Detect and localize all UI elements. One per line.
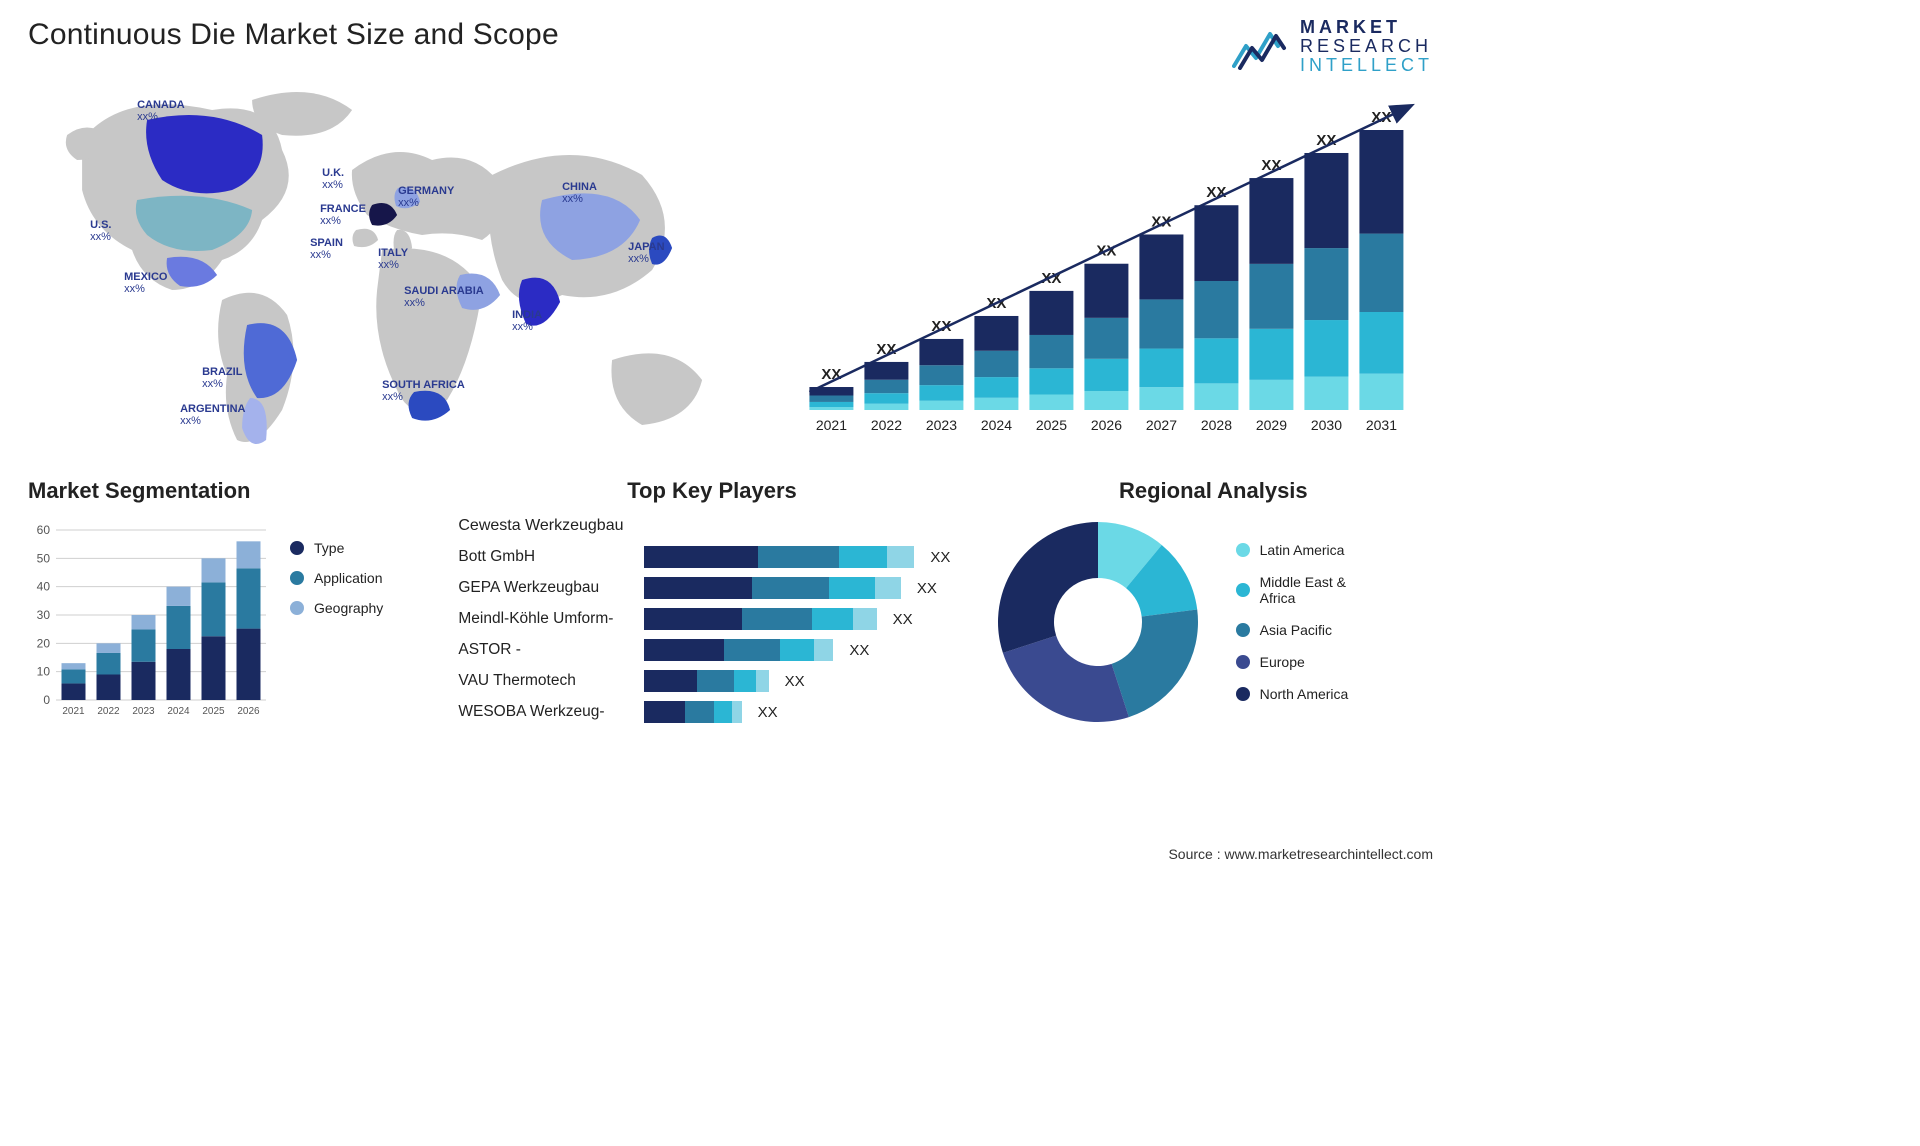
regional-title: Regional Analysis <box>988 478 1439 504</box>
svg-text:xx%: xx% <box>310 249 331 261</box>
page-title: Continuous Die Market Size and Scope <box>28 18 1439 52</box>
regional-donut-chart <box>988 512 1208 732</box>
svg-text:2026: 2026 <box>237 706 260 717</box>
svg-text:SOUTH AFRICA: SOUTH AFRICA <box>382 379 465 391</box>
svg-text:SPAIN: SPAIN <box>310 237 343 249</box>
svg-text:2026: 2026 <box>1091 417 1122 433</box>
svg-text:2022: 2022 <box>97 706 120 717</box>
svg-text:20: 20 <box>37 636 51 650</box>
svg-text:xx%: xx% <box>378 259 399 271</box>
svg-text:2024: 2024 <box>981 417 1012 433</box>
players-list: Cewesta Werkzeugbau Bott GmbHXX GEPA Werkz… <box>458 512 965 726</box>
svg-text:U.K.: U.K. <box>322 167 344 179</box>
players-header: Cewesta Werkzeugbau <box>458 512 965 540</box>
player-row: VAU ThermotechXX <box>458 667 965 695</box>
logo-text-1: MARKET <box>1300 18 1433 37</box>
player-row: WESOBA Werkzeug-XX <box>458 698 965 726</box>
legend-item: Application <box>290 570 383 586</box>
svg-text:xx%: xx% <box>202 378 223 390</box>
svg-text:FRANCE: FRANCE <box>320 203 366 215</box>
legend-item: Type <box>290 540 383 556</box>
svg-text:ARGENTINA: ARGENTINA <box>180 403 245 415</box>
svg-text:0: 0 <box>43 693 50 707</box>
legend-item: Europe <box>1236 654 1349 670</box>
svg-text:2030: 2030 <box>1311 417 1342 433</box>
svg-text:U.S.: U.S. <box>90 219 111 231</box>
player-row: GEPA WerkzeugbauXX <box>458 574 965 602</box>
svg-text:60: 60 <box>37 523 51 537</box>
legend-item: North America <box>1236 686 1349 702</box>
source-line: Source : www.marketresearchintellect.com <box>1168 846 1433 862</box>
regional-legend: Latin America Middle East &Africa Asia Pac… <box>1236 542 1349 703</box>
svg-text:2023: 2023 <box>132 706 155 717</box>
svg-text:xx%: xx% <box>90 231 111 243</box>
svg-text:xx%: xx% <box>562 193 583 205</box>
svg-text:xx%: xx% <box>404 297 425 309</box>
svg-text:BRAZIL: BRAZIL <box>202 366 243 378</box>
svg-text:MEXICO: MEXICO <box>124 271 168 283</box>
svg-text:GERMANY: GERMANY <box>398 185 455 197</box>
svg-text:2028: 2028 <box>1201 417 1232 433</box>
svg-text:2029: 2029 <box>1256 417 1287 433</box>
segmentation-legend: Type Application Geography <box>290 540 383 722</box>
segmentation-chart: 0 10 20 30 40 50 60 2021 2022 2023 2024 2025 2026 <box>28 512 278 722</box>
svg-text:xx%: xx% <box>398 197 419 209</box>
svg-text:2027: 2027 <box>1146 417 1177 433</box>
svg-text:2025: 2025 <box>202 706 225 717</box>
segmentation-title: Market Segmentation <box>28 478 436 504</box>
svg-text:2021: 2021 <box>62 706 85 717</box>
player-row: Bott GmbHXX <box>458 543 965 571</box>
brand-logo: MARKET RESEARCH INTELLECT <box>1232 18 1433 75</box>
svg-text:xx%: xx% <box>137 111 158 123</box>
logo-text-2: RESEARCH <box>1300 37 1433 56</box>
svg-text:30: 30 <box>37 608 51 622</box>
svg-text:40: 40 <box>37 580 51 594</box>
svg-text:xx%: xx% <box>628 253 649 265</box>
svg-text:2025: 2025 <box>1036 417 1067 433</box>
svg-text:50: 50 <box>37 551 51 565</box>
svg-text:xx%: xx% <box>124 283 145 295</box>
legend-item: Asia Pacific <box>1236 622 1349 638</box>
svg-text:SAUDI ARABIA: SAUDI ARABIA <box>404 285 484 297</box>
svg-text:xx%: xx% <box>512 321 533 333</box>
svg-text:CANADA: CANADA <box>137 99 185 111</box>
svg-text:INDIA: INDIA <box>512 309 542 321</box>
svg-text:2023: 2023 <box>926 417 957 433</box>
logo-mark-icon <box>1232 24 1288 70</box>
logo-text-3: INTELLECT <box>1300 56 1433 75</box>
forecast-bar-panel: XX2021XX2022XX2023XX2024XX2025XX2026XX20… <box>780 80 1439 458</box>
legend-item: Latin America <box>1236 542 1349 558</box>
player-row: Meindl-Köhle Umform-XX <box>458 605 965 633</box>
svg-text:JAPAN: JAPAN <box>628 241 665 253</box>
svg-text:CHINA: CHINA <box>562 181 597 193</box>
svg-text:2022: 2022 <box>871 417 902 433</box>
svg-text:xx%: xx% <box>382 391 403 403</box>
forecast-bar-chart: XX2021XX2022XX2023XX2024XX2025XX2026XX20… <box>780 80 1439 458</box>
players-title: Top Key Players <box>458 478 965 504</box>
legend-item: Middle East &Africa <box>1236 574 1349 606</box>
svg-text:2031: 2031 <box>1366 417 1397 433</box>
world-map-panel: CANADAxx%U.S.xx%MEXICOxx%BRAZILxx%ARGENT… <box>28 80 756 458</box>
legend-item: Geography <box>290 600 383 616</box>
svg-text:ITALY: ITALY <box>378 247 409 259</box>
svg-text:2024: 2024 <box>167 706 190 717</box>
svg-text:10: 10 <box>37 665 51 679</box>
player-row: ASTOR -XX <box>458 636 965 664</box>
svg-text:xx%: xx% <box>180 415 201 427</box>
svg-text:2021: 2021 <box>816 417 847 433</box>
svg-text:xx%: xx% <box>320 215 341 227</box>
svg-text:xx%: xx% <box>322 179 343 191</box>
world-map: CANADAxx%U.S.xx%MEXICOxx%BRAZILxx%ARGENT… <box>28 80 756 458</box>
